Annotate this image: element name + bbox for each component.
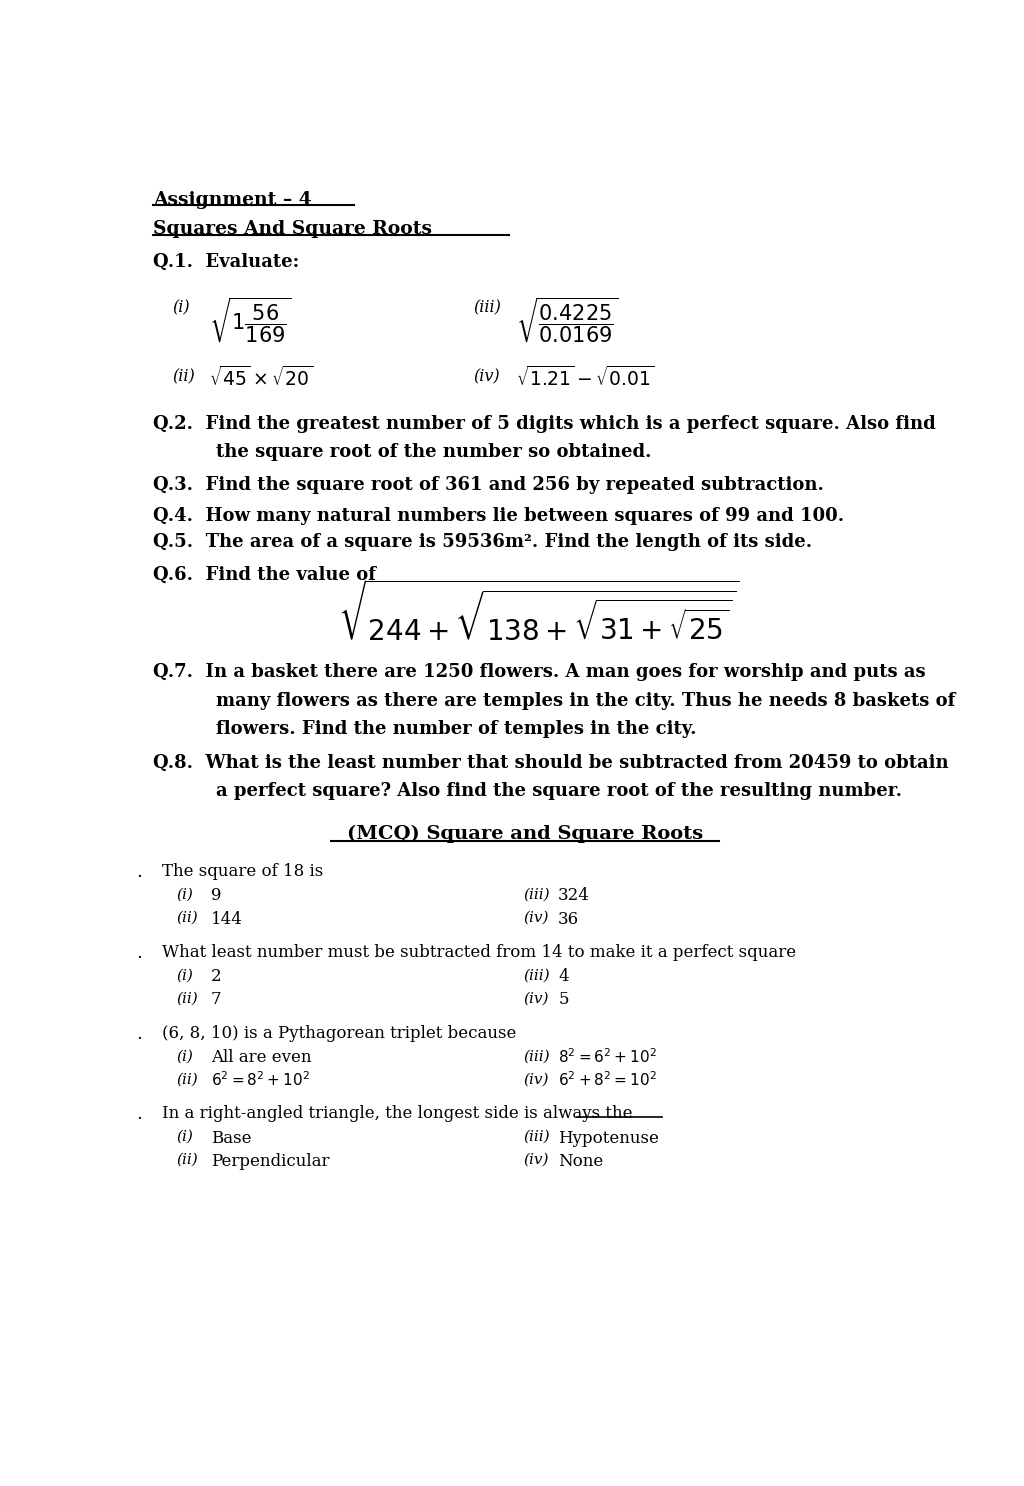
Text: Base: Base: [211, 1129, 252, 1147]
Text: Q.2.  Find the greatest number of 5 digits which is a perfect square. Also find: Q.2. Find the greatest number of 5 digit…: [153, 415, 936, 432]
Text: $\sqrt{244+\sqrt{138+\sqrt{31+\sqrt{25}}}}$: $\sqrt{244+\sqrt{138+\sqrt{31+\sqrt{25}}…: [338, 583, 739, 648]
Text: .: .: [136, 863, 141, 881]
Text: (iv): (iv): [523, 1153, 549, 1167]
Text: (iv): (iv): [473, 369, 500, 385]
Text: (iv): (iv): [523, 991, 549, 1006]
Text: the square root of the number so obtained.: the square root of the number so obtaine…: [216, 443, 652, 461]
Text: (i): (i): [176, 887, 193, 902]
Text: many flowers as there are temples in the city. Thus he needs 8 baskets of: many flowers as there are temples in the…: [216, 692, 955, 710]
Text: Q.5.  The area of a square is 59536m². Find the length of its side.: Q.5. The area of a square is 59536m². Fi…: [153, 533, 812, 551]
Text: $6^2+8^2=10^2$: $6^2+8^2=10^2$: [558, 1071, 657, 1089]
Text: (iii): (iii): [523, 1129, 550, 1144]
Text: 144: 144: [211, 911, 243, 927]
Text: None: None: [558, 1153, 603, 1169]
Text: (ii): (ii): [176, 1073, 198, 1086]
Text: (ii): (ii): [176, 1153, 198, 1167]
Text: Q.1.  Evaluate:: Q.1. Evaluate:: [153, 253, 299, 270]
Text: In a right-angled triangle, the longest side is always the: In a right-angled triangle, the longest …: [162, 1106, 633, 1122]
Text: 2: 2: [211, 969, 221, 985]
Text: What least number must be subtracted from 14 to make it a perfect square: What least number must be subtracted fro…: [162, 944, 797, 961]
Text: Hypotenuse: Hypotenuse: [558, 1129, 659, 1147]
Text: Q.8.  What is the least number that should be subtracted from 20459 to obtain: Q.8. What is the least number that shoul…: [153, 753, 948, 771]
Text: Q.7.  In a basket there are 1250 flowers. A man goes for worship and puts as: Q.7. In a basket there are 1250 flowers.…: [153, 663, 926, 682]
Text: $\sqrt{\dfrac{0.4225}{0.0169}}$: $\sqrt{\dfrac{0.4225}{0.0169}}$: [515, 296, 618, 345]
Text: $6^2=8^2+10^2$: $6^2=8^2+10^2$: [211, 1071, 310, 1089]
Text: (iii): (iii): [523, 969, 550, 982]
Text: .: .: [136, 1106, 141, 1123]
Text: $\sqrt{45}\times\sqrt{20}$: $\sqrt{45}\times\sqrt{20}$: [209, 366, 312, 389]
Text: flowers. Find the number of temples in the city.: flowers. Find the number of temples in t…: [216, 721, 697, 739]
Text: (iv): (iv): [523, 1073, 549, 1086]
Text: 36: 36: [558, 911, 580, 927]
Text: (i): (i): [176, 969, 193, 982]
Text: Q.3.  Find the square root of 361 and 256 by repeated subtraction.: Q.3. Find the square root of 361 and 256…: [153, 477, 823, 495]
Text: Q.4.  How many natural numbers lie between squares of 99 and 100.: Q.4. How many natural numbers lie betwee…: [153, 507, 844, 525]
Text: (ii): (ii): [172, 369, 195, 385]
Text: (ii): (ii): [176, 911, 198, 924]
Text: Assignment – 4: Assignment – 4: [153, 190, 311, 208]
Text: .: .: [136, 1024, 141, 1043]
Text: 7: 7: [211, 991, 221, 1009]
Text: (MCQ) Square and Square Roots: (MCQ) Square and Square Roots: [347, 825, 702, 843]
Text: (ii): (ii): [176, 991, 198, 1006]
Text: (i): (i): [176, 1049, 193, 1062]
Text: (iii): (iii): [523, 1049, 550, 1062]
Text: $\sqrt{1\dfrac{56}{169}}$: $\sqrt{1\dfrac{56}{169}}$: [209, 296, 292, 345]
Text: 9: 9: [211, 887, 221, 905]
Text: $8^2 = 6^2+10^2$: $8^2 = 6^2+10^2$: [558, 1048, 657, 1067]
Text: $\sqrt{1.21}-\sqrt{0.01}$: $\sqrt{1.21}-\sqrt{0.01}$: [515, 366, 654, 389]
Text: All are even: All are even: [211, 1049, 311, 1065]
Text: 5: 5: [558, 991, 568, 1009]
Text: 324: 324: [558, 887, 590, 905]
Text: (i): (i): [176, 1129, 193, 1144]
Text: a perfect square? Also find the square root of the resulting number.: a perfect square? Also find the square r…: [216, 782, 902, 799]
Text: (6, 8, 10) is a Pythagorean triplet because: (6, 8, 10) is a Pythagorean triplet beca…: [162, 1024, 516, 1042]
Text: (i): (i): [172, 299, 189, 317]
Text: .: .: [136, 944, 141, 961]
Text: (iii): (iii): [523, 887, 550, 902]
Text: Perpendicular: Perpendicular: [211, 1153, 330, 1169]
Text: Q.6.  Find the value of: Q.6. Find the value of: [153, 566, 376, 584]
Text: Squares And Square Roots: Squares And Square Roots: [153, 220, 432, 238]
Text: 4: 4: [558, 969, 568, 985]
Text: The square of 18 is: The square of 18 is: [162, 863, 324, 880]
Text: (iii): (iii): [473, 299, 501, 317]
Text: (iv): (iv): [523, 911, 549, 924]
